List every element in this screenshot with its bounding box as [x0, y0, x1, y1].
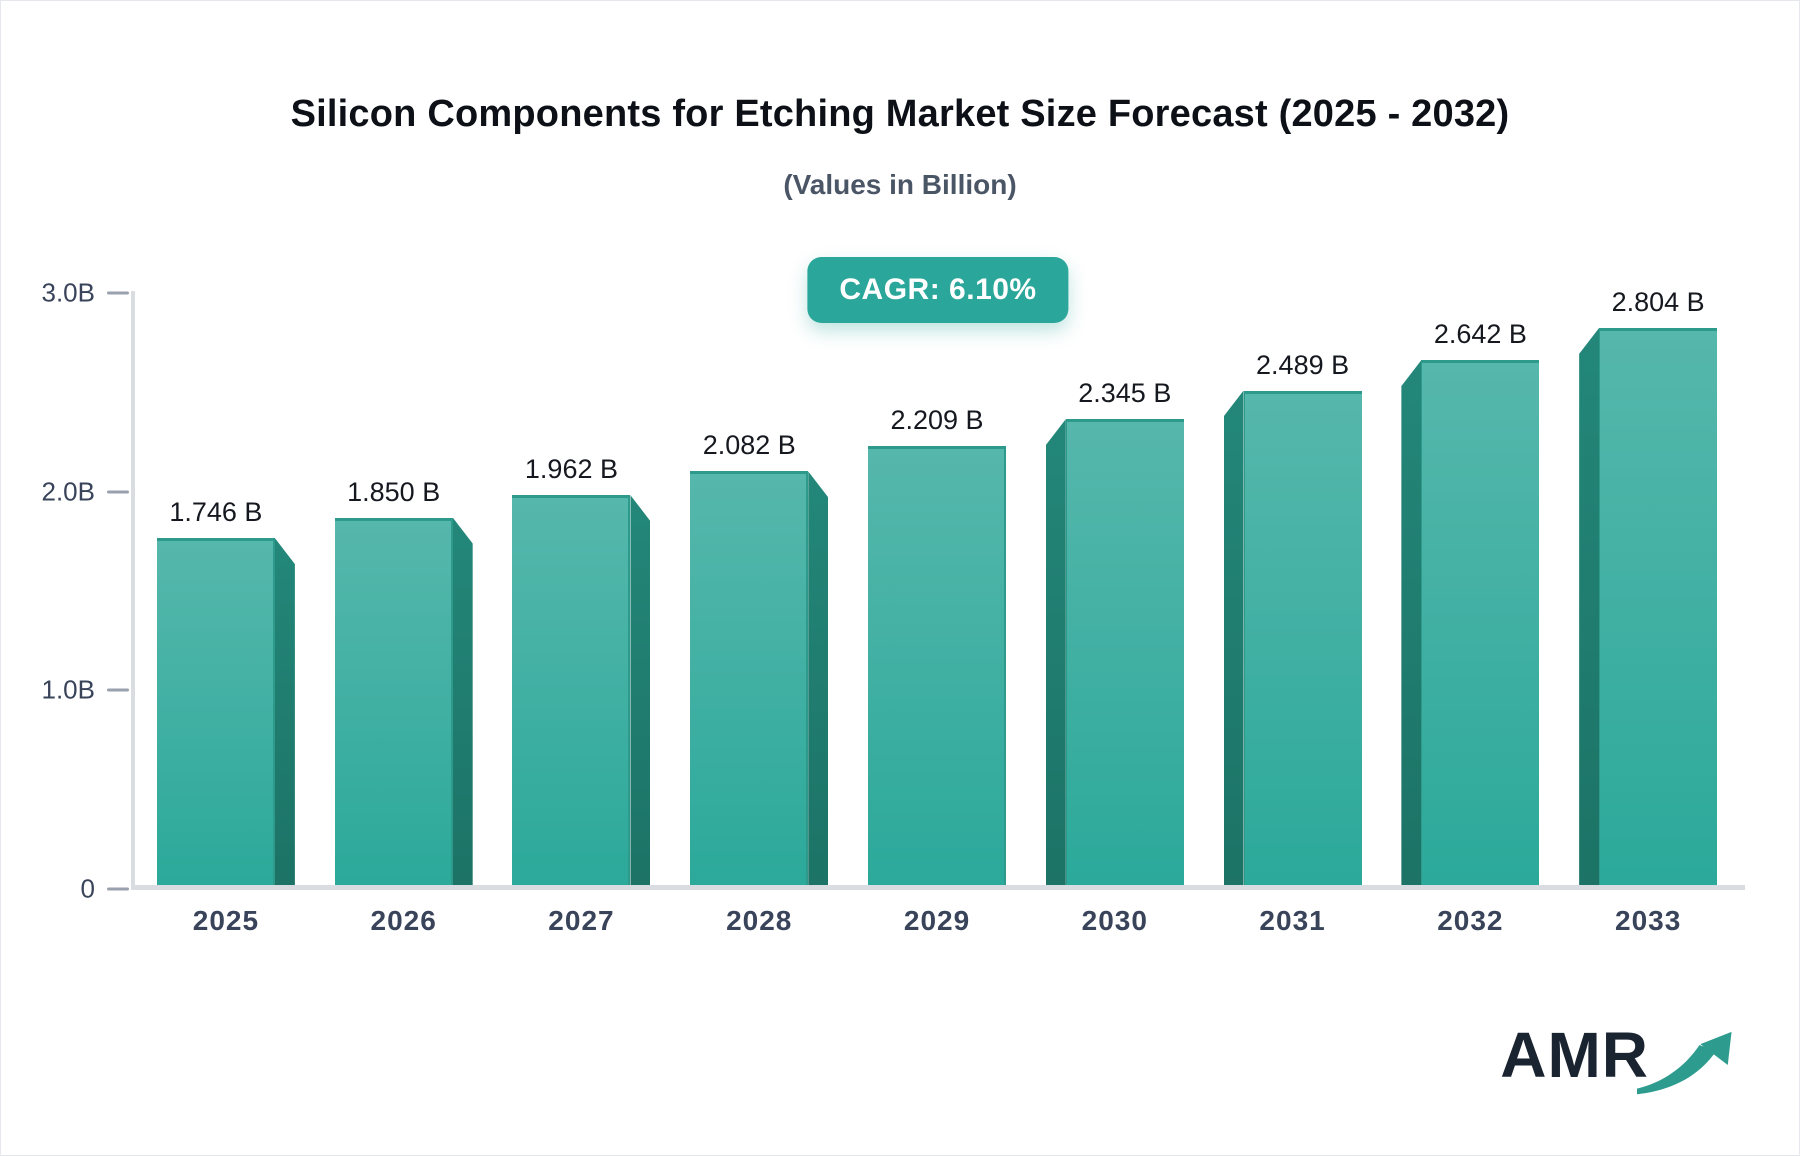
- y-axis-label: 2.0B: [41, 476, 96, 507]
- bar-group-2025: 1.746 B 2025: [137, 285, 315, 936]
- bar-value-label: 2.642 B: [1433, 319, 1527, 350]
- bar-front-face: [1421, 360, 1540, 885]
- bar-side-face: [808, 471, 829, 885]
- y-tick-row: 2.0B: [41, 476, 129, 507]
- bar-side-face: [1045, 419, 1066, 885]
- bar-front-face: [690, 471, 809, 885]
- bar-front-face: [1065, 419, 1184, 885]
- bar-side-face: [274, 538, 295, 885]
- bar-2028: 2.082 B: [690, 430, 829, 885]
- bar-front-face: [1599, 327, 1718, 885]
- y-axis-tick: [107, 688, 129, 692]
- x-axis-label: 2030: [1081, 905, 1148, 936]
- bar-group-2029: 2.209 B 2029: [848, 285, 1026, 936]
- y-axis: 3.0B 2.0B 1.0B 0: [25, 278, 129, 904]
- y-axis-tick: [107, 887, 129, 891]
- bar-group-2030: 2.345 B 2030: [1026, 285, 1204, 936]
- bar-2025: 1.746 B: [156, 497, 295, 885]
- page-subtitle: (Values in Billion): [783, 169, 1017, 200]
- page-title: Silicon Components for Etching Market Si…: [290, 93, 1510, 135]
- bar-value-label: 2.804 B: [1611, 286, 1705, 317]
- y-axis-label: 3.0B: [41, 277, 96, 308]
- x-axis-label: 2026: [370, 905, 437, 936]
- bar-front-face: [334, 517, 453, 885]
- brand-logo-text: AMR: [1500, 1019, 1649, 1091]
- bar-2027: 1.962 B: [512, 454, 651, 885]
- bar-side-face: [1401, 360, 1422, 885]
- bar-value-label: 1.962 B: [524, 454, 618, 485]
- bar-front-face: [1243, 390, 1362, 885]
- y-tick-row: 3.0B: [41, 277, 129, 309]
- bar-side-face: [452, 517, 473, 885]
- cagr-badge: CAGR: 6.10%: [807, 257, 1069, 323]
- bar-value-label: 1.850 B: [347, 476, 441, 507]
- x-axis-label: 2025: [192, 905, 260, 936]
- bar-side-face: [1579, 327, 1600, 885]
- x-axis-label: 2029: [903, 905, 971, 936]
- y-tick-row: 1.0B: [41, 674, 129, 706]
- bar-2033: 2.804 B: [1579, 287, 1718, 885]
- bar-side-face: [1223, 390, 1244, 885]
- bar-group-2028: 2.082 B 2028: [670, 285, 848, 936]
- y-axis-tick: [107, 291, 129, 295]
- bar-group-2033: 2.804 B 2033: [1559, 285, 1737, 936]
- bar-value-label: 2.345 B: [1078, 378, 1172, 409]
- bar-group-2026: 1.850 B 2026: [315, 285, 493, 936]
- bar-group-2031: 2.489 B 2031: [1204, 285, 1382, 936]
- growth-arrow-icon: [1637, 1031, 1732, 1095]
- bar-group-2027: 1.962 B 2027: [493, 285, 671, 936]
- bar-2031: 2.489 B: [1223, 350, 1362, 885]
- bar-front-face: [156, 538, 275, 885]
- bar-front-face: [512, 495, 631, 885]
- bar-2032: 2.642 B: [1401, 319, 1540, 885]
- y-axis-tick: [107, 490, 129, 494]
- bar-value-label: 2.209 B: [890, 405, 984, 436]
- y-tick-row: 0: [81, 874, 129, 905]
- x-axis-label: 2031: [1259, 905, 1326, 936]
- x-axis-label: 2027: [548, 905, 615, 936]
- bar-value-label: 1.746 B: [169, 497, 263, 528]
- bar-2030: 2.345 B: [1045, 378, 1184, 885]
- bar-side-face: [630, 495, 651, 885]
- x-axis-line: [131, 885, 1745, 890]
- bars-area: 1.746 B 2025 1.850 B 2026 1.962 B 2027 2.082 B…: [137, 285, 1737, 936]
- bar-front-face: [868, 446, 1007, 885]
- brand-logo: AMR: [1500, 1023, 1741, 1103]
- x-axis-label: 2033: [1614, 905, 1682, 936]
- bar-2026: 1.850 B: [334, 477, 473, 885]
- y-axis-label: 1.0B: [41, 674, 96, 705]
- y-axis-label: 0: [80, 873, 95, 904]
- bar-value-label: 2.489 B: [1256, 349, 1350, 380]
- x-axis-label: 2032: [1437, 905, 1504, 936]
- bar-group-2032: 2.642 B 2032: [1381, 285, 1559, 936]
- bar-value-label: 2.082 B: [702, 430, 796, 461]
- y-axis-line: [131, 291, 135, 889]
- x-axis-label: 2028: [726, 905, 793, 936]
- bar-2029: 2.209 B: [868, 405, 1007, 885]
